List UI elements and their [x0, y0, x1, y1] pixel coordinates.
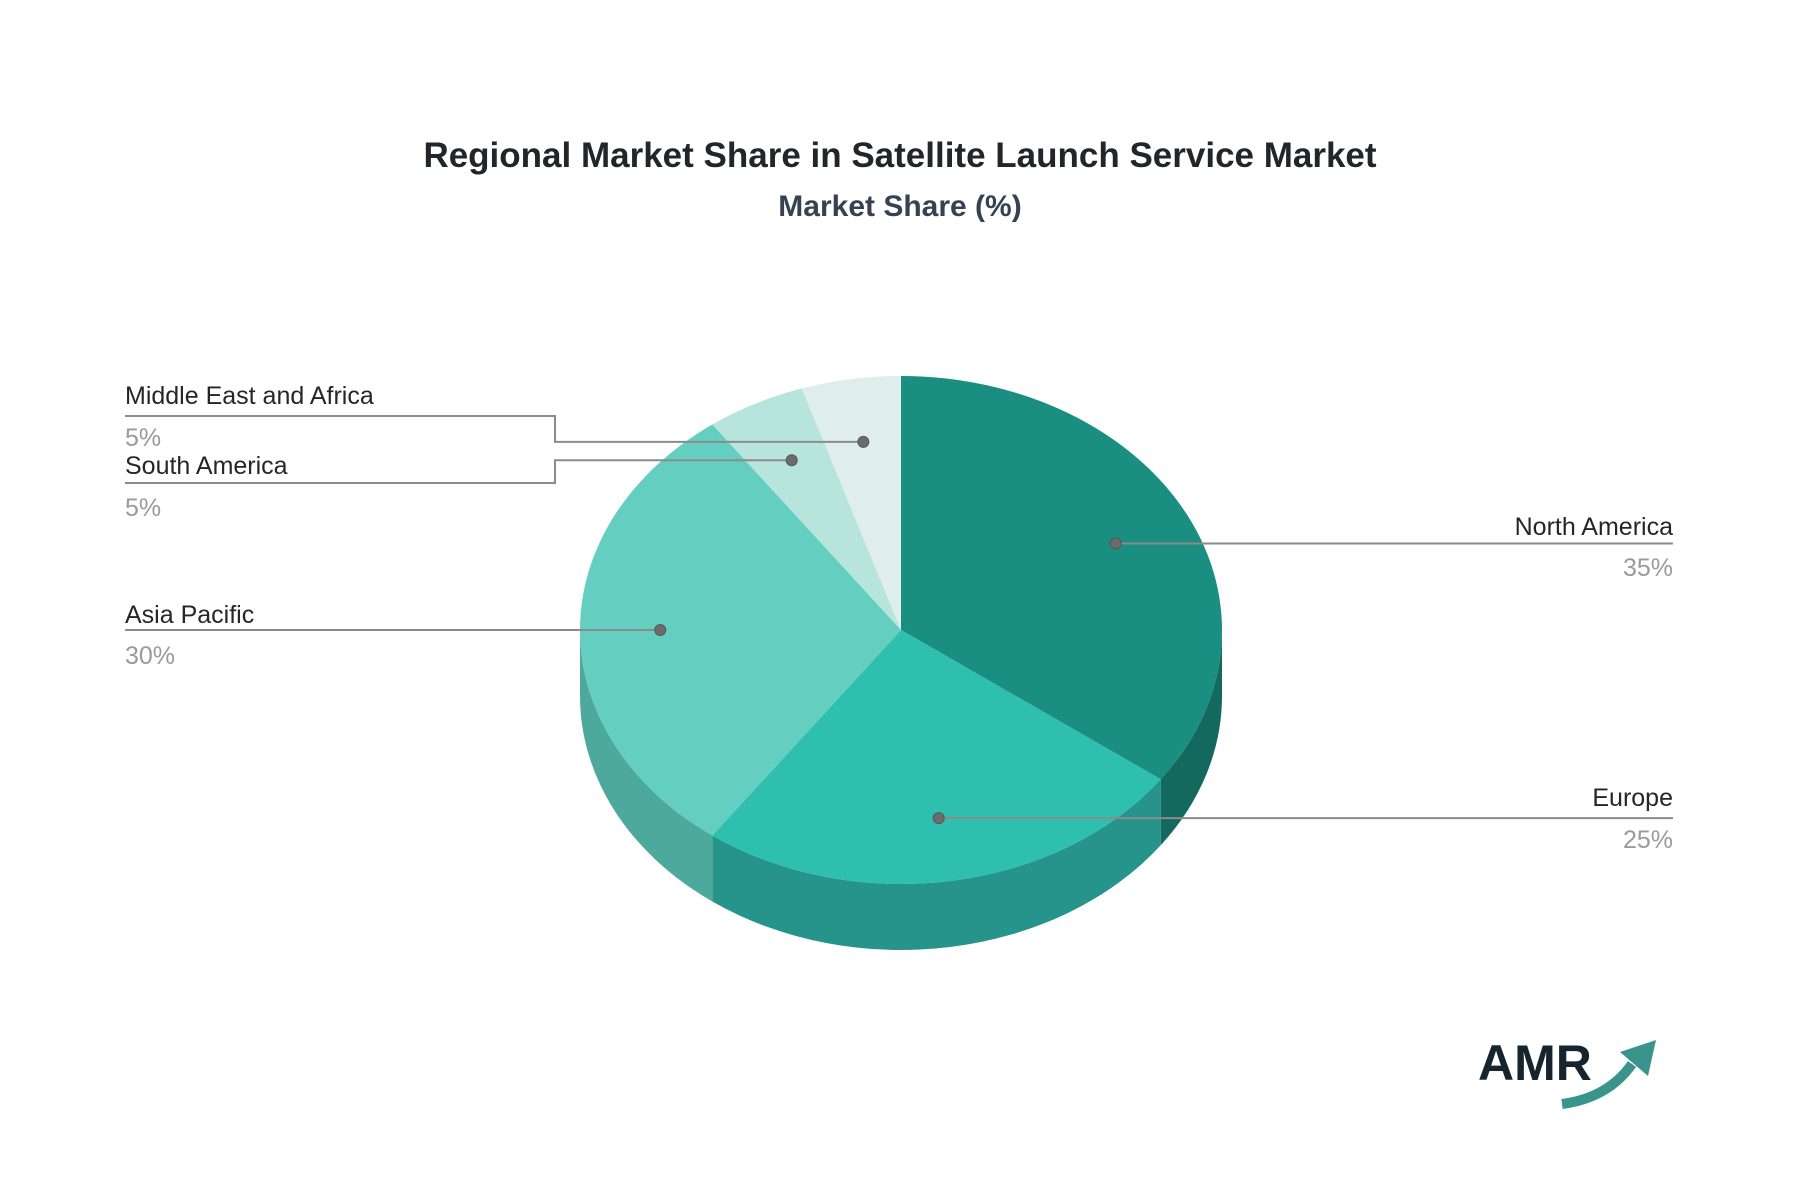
value-north-america: 35% — [1622, 554, 1673, 582]
leader-dot-south-america — [785, 454, 798, 467]
pie-slice-side-europe — [712, 779, 1161, 950]
value-europe: 25% — [1622, 826, 1673, 854]
label-europe: Europe — [1592, 784, 1673, 812]
leader-dot-europe — [932, 812, 945, 825]
pie-slice-asia-pacific[interactable] — [579, 424, 901, 836]
pie-slice-north-america[interactable] — [901, 376, 1222, 780]
label-north-america: North America — [1514, 513, 1673, 541]
pie-slice-side-asia-pacific — [580, 630, 713, 902]
chart-title: Regional Market Share in Satellite Launc… — [423, 136, 1377, 175]
pie-slice-middle-east-and-africa[interactable] — [801, 376, 901, 630]
leader-dot-north-america — [1109, 537, 1122, 550]
leader-dot-asia-pacific — [654, 624, 667, 636]
chart-subtitle: Market Share (%) — [778, 190, 1022, 223]
pie-slice-side-north-america — [1160, 630, 1222, 846]
pie-slice-europe[interactable] — [712, 630, 1161, 884]
label-asia-pacific: Asia Pacific — [125, 601, 255, 629]
label-south-america: South America — [125, 452, 288, 480]
value-asia-pacific: 30% — [125, 642, 176, 670]
leader-line-middle-east-and-africa — [125, 415, 864, 443]
label-middle-east-and-africa: Middle East and Africa — [125, 382, 374, 410]
leader-dot-middle-east-and-africa — [857, 435, 870, 448]
amr-logo-arrow-icon — [1561, 1040, 1656, 1109]
value-south-america: 5% — [125, 494, 162, 522]
leader-line-south-america — [125, 459, 792, 484]
pie-slice-south-america[interactable] — [712, 388, 901, 630]
amr-logo: AMR — [1478, 1034, 1718, 1124]
amr-logo-text: AMR — [1478, 1035, 1592, 1091]
value-middle-east-and-africa: 5% — [125, 424, 162, 452]
